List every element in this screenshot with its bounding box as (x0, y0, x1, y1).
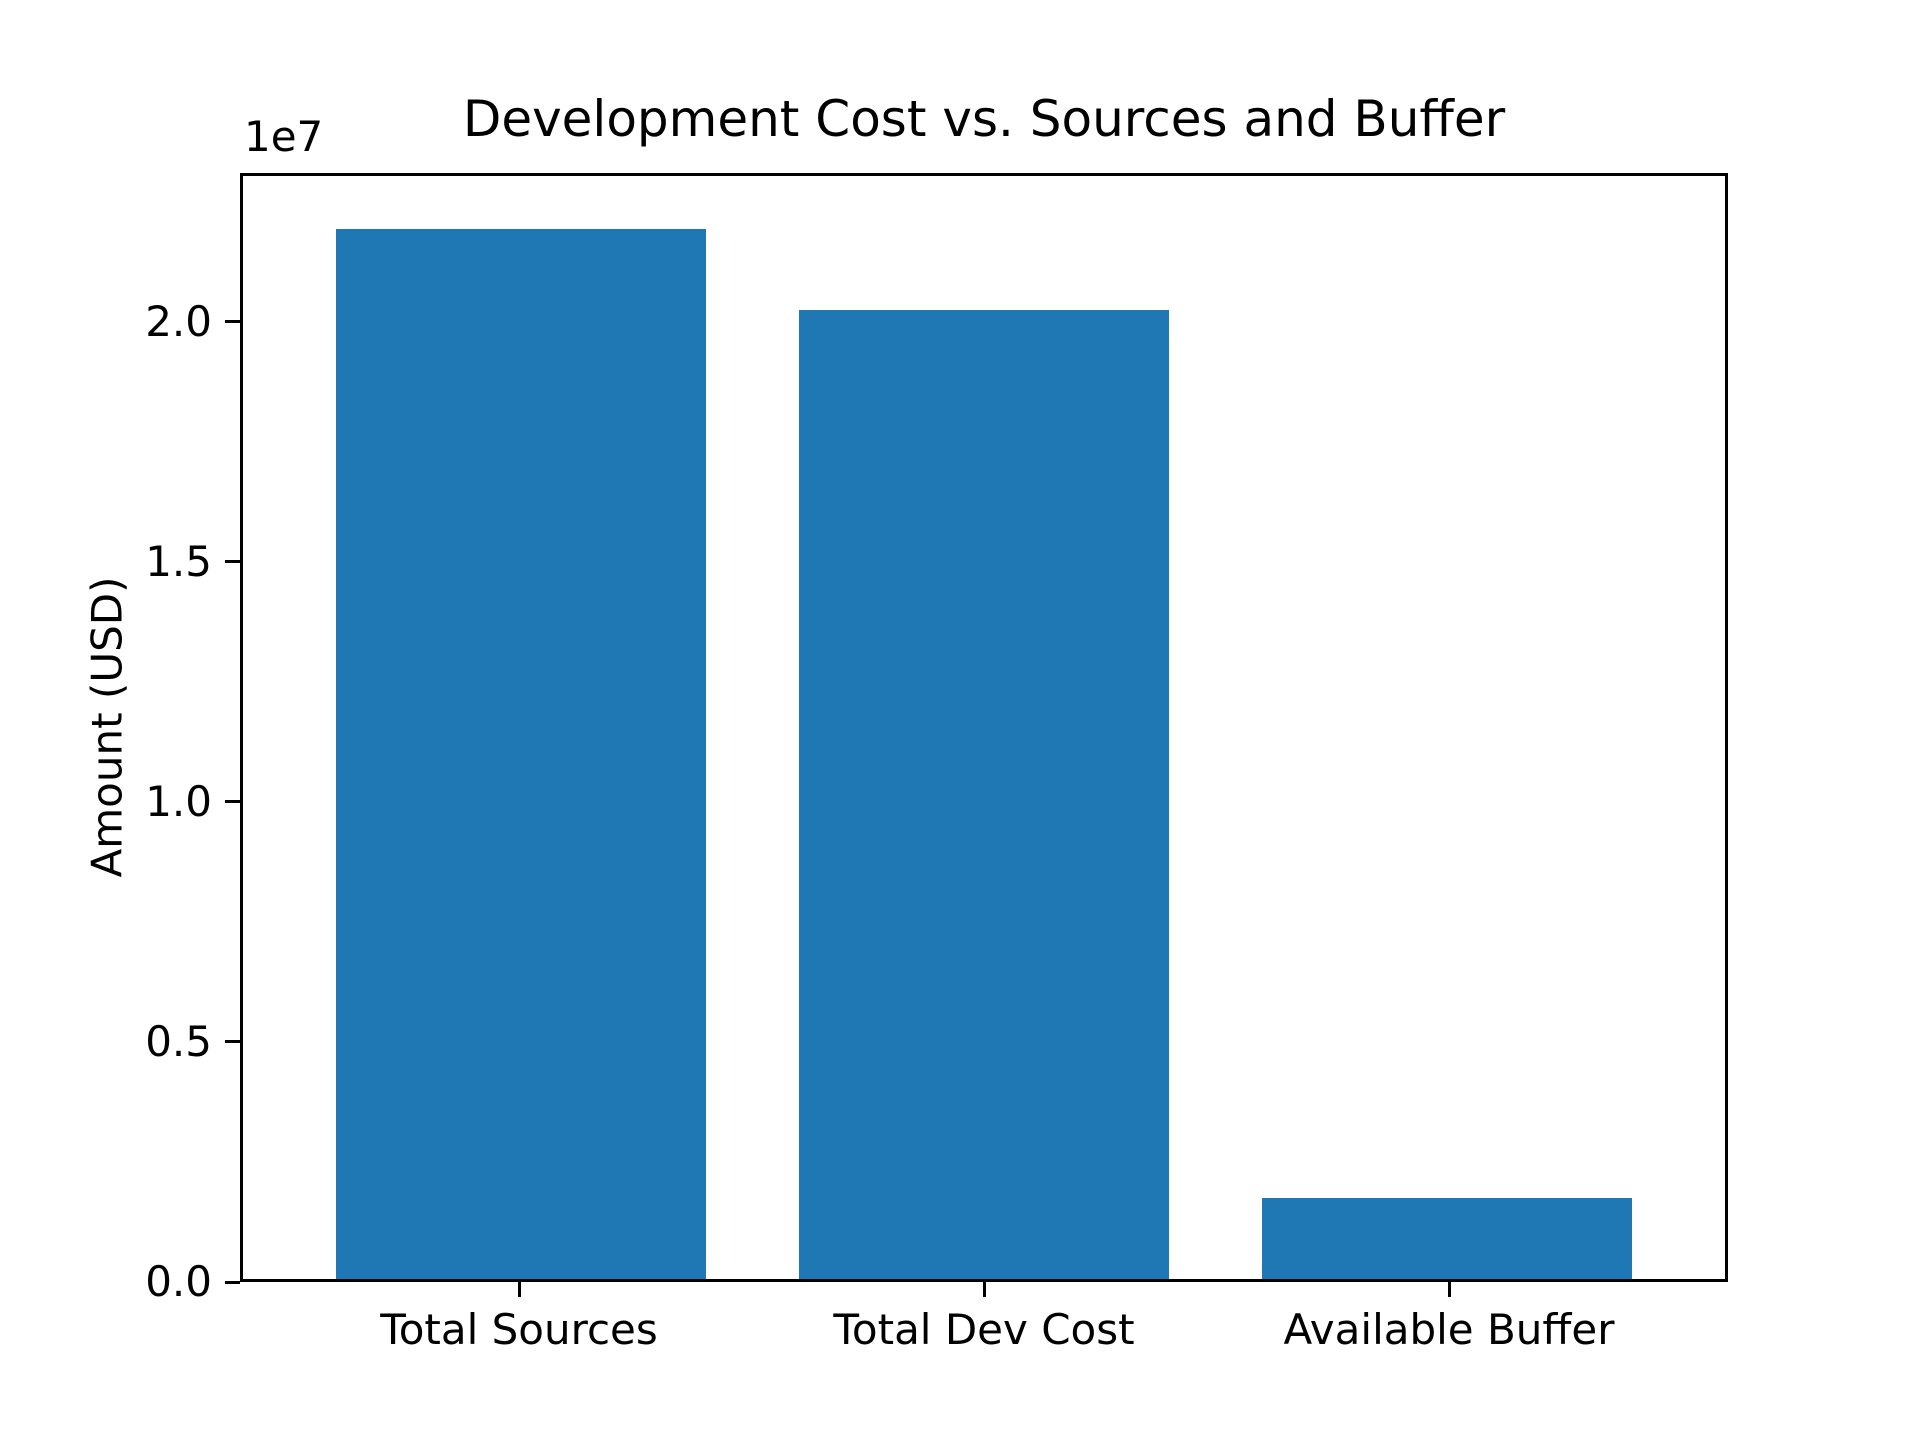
y-tick-label: 2.0 (145, 296, 212, 346)
y-tick-mark (225, 1040, 240, 1044)
bar-total-sources (335, 228, 707, 1279)
y-tick-label: 1.0 (145, 776, 212, 826)
y-tick-mark (225, 1280, 240, 1284)
bar-total-dev-cost (798, 309, 1170, 1279)
x-tick-label-total-sources: Total Sources (380, 1305, 658, 1354)
y-tick-mark (225, 800, 240, 804)
chart-title: Development Cost vs. Sources and Buffer (462, 90, 1506, 148)
x-tick-mark (517, 1279, 521, 1297)
bars-container (243, 176, 1725, 1279)
y-tick-mark (225, 320, 240, 324)
y-axis-offset-text: 1e7 (244, 112, 324, 161)
y-tick-label: 0.0 (145, 1257, 212, 1306)
bar-available-buffer (1261, 1197, 1633, 1279)
x-tick-mark (982, 1279, 986, 1297)
x-tick-mark (1447, 1279, 1451, 1297)
y-tick-label: 0.5 (145, 1016, 212, 1066)
x-tick-label-available-buffer: Available Buffer (1283, 1305, 1615, 1354)
x-tick-label-total-dev-cost: Total Dev Cost (833, 1305, 1135, 1354)
y-axis-label: Amount (USD) (82, 576, 132, 878)
y-tick-label: 1.5 (145, 536, 212, 586)
plot-area (240, 173, 1728, 1282)
y-tick-mark (225, 560, 240, 564)
